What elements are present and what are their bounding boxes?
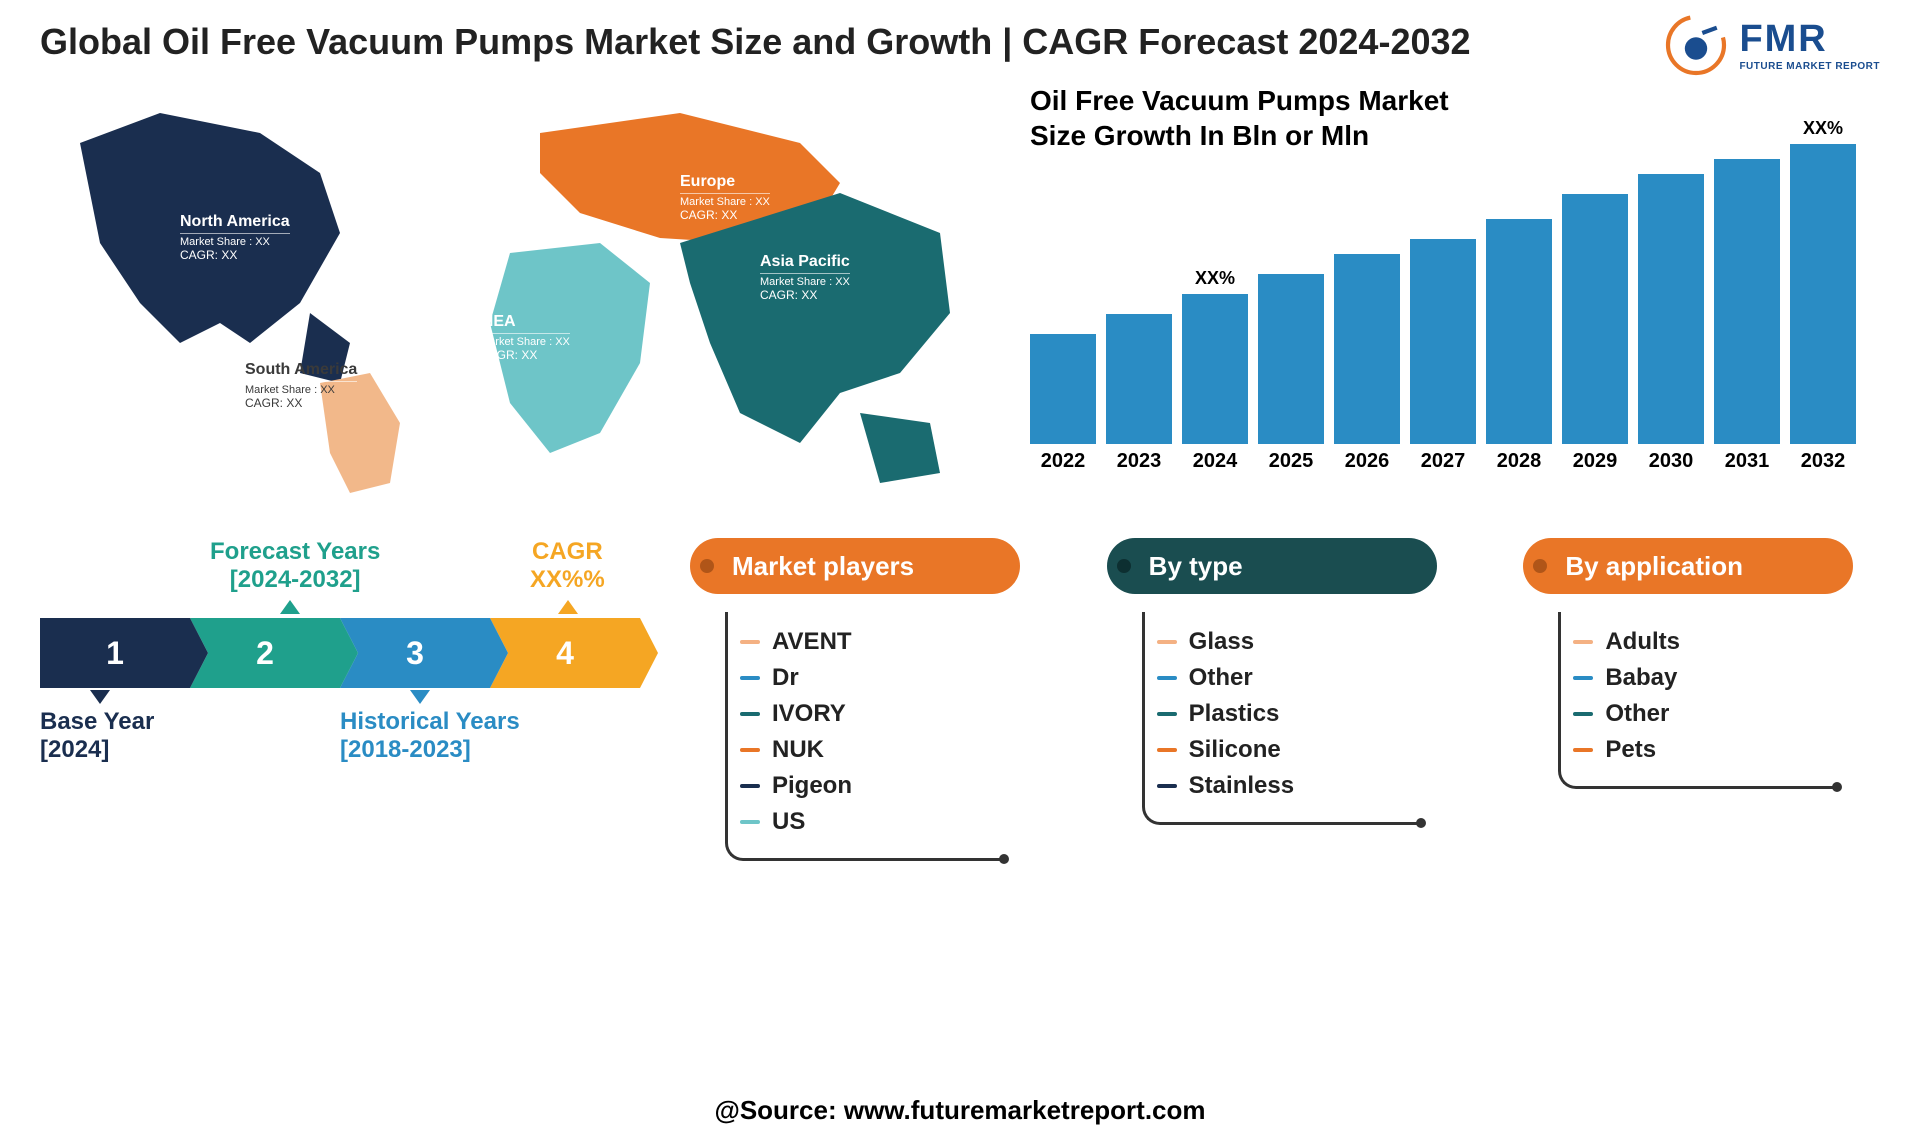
region-label-mea: MEAMarket Share : XXCAGR: XX [480,313,570,362]
forecast-label: Forecast Years [2024-2032] [210,538,380,593]
cat-item: AVENT [728,624,1005,660]
category-by-type: By type GlassOtherPlasticsSiliconeStainle… [1107,538,1464,861]
cat-item: Adults [1561,624,1838,660]
logo-sub-text: FUTURE MARKET REPORT [1739,61,1880,72]
cat-item: Pets [1561,732,1838,768]
bar-2030: 2030 [1638,174,1704,473]
category-list: GlassOtherPlasticsSiliconeStainless [1142,612,1422,825]
category-pill: By application [1523,538,1853,594]
pill-dot-icon [1533,559,1547,573]
region-label-asia-pacific: Asia PacificMarket Share : XXCAGR: XX [760,253,850,302]
bar-2025: 2025 [1258,274,1324,473]
timeline-step-4: 4 [490,618,640,688]
pill-dot-icon [700,559,714,573]
cat-item: IVORY [728,696,1005,732]
timeline-step-3: 3 [340,618,490,688]
category-title: By type [1149,551,1243,582]
timeline-step-1: 1 [40,618,190,688]
world-map: North AmericaMarket Share : XXCAGR: XX So… [40,83,1000,503]
cat-item: Silicone [1145,732,1422,768]
base-label: Base Year [2024] [40,708,154,763]
bar-2028: 2028 [1486,219,1552,473]
region-label-south-america: South AmericaMarket Share : XXCAGR: XX [245,361,357,410]
category-list: AVENTDrIVORYNUKPigeonUS [725,612,1005,861]
cat-item: Other [1561,696,1838,732]
cat-item: NUK [728,732,1005,768]
logo-fmr-text: FMR [1739,18,1880,61]
cat-item: Other [1145,660,1422,696]
page-title: Global Oil Free Vacuum Pumps Market Size… [40,20,1471,63]
cat-item: Babay [1561,660,1838,696]
bar-2024: XX%2024 [1182,294,1248,473]
bar-2026: 2026 [1334,254,1400,473]
bar-2031: 2031 [1714,159,1780,473]
bar-2027: 2027 [1410,239,1476,473]
category-by-application: By application AdultsBabayOtherPets [1523,538,1880,861]
category-title: By application [1565,551,1743,582]
cat-item: Dr [728,660,1005,696]
cat-item: Stainless [1145,768,1422,804]
cat-item: Plastics [1145,696,1422,732]
bar-2032: XX%2032 [1790,144,1856,473]
chart-title: Oil Free Vacuum Pumps Market Size Growth… [1030,83,1450,153]
source-line: @Source: www.futuremarketreport.com [0,1095,1920,1126]
region-label-north-america: North AmericaMarket Share : XXCAGR: XX [180,213,290,262]
brand-logo: FMR FUTURE MARKET REPORT [1661,10,1880,80]
pill-dot-icon [1117,559,1131,573]
cat-item: Pigeon [728,768,1005,804]
bar-2029: 2029 [1562,194,1628,473]
timeline-step-2: 2 [190,618,340,688]
category-pill: By type [1107,538,1437,594]
category-title: Market players [732,551,914,582]
region-label-europe: EuropeMarket Share : XXCAGR: XX [680,173,770,222]
logo-icon [1661,10,1731,80]
bar-chart: Oil Free Vacuum Pumps Market Size Growth… [1030,83,1880,503]
timeline: Forecast Years [2024-2032] CAGR XX%% 123… [40,538,660,861]
bar-2023: 2023 [1106,314,1172,473]
cat-item: US [728,804,1005,840]
header: Global Oil Free Vacuum Pumps Market Size… [40,20,1880,63]
cagr-label: CAGR XX%% [530,538,605,593]
category-pill: Market players [690,538,1020,594]
category-market-players: Market players AVENTDrIVORYNUKPigeonUS [690,538,1047,861]
category-list: AdultsBabayOtherPets [1558,612,1838,789]
cat-item: Glass [1145,624,1422,660]
bar-2022: 2022 [1030,334,1096,473]
historical-label: Historical Years [2018-2023] [340,708,520,763]
